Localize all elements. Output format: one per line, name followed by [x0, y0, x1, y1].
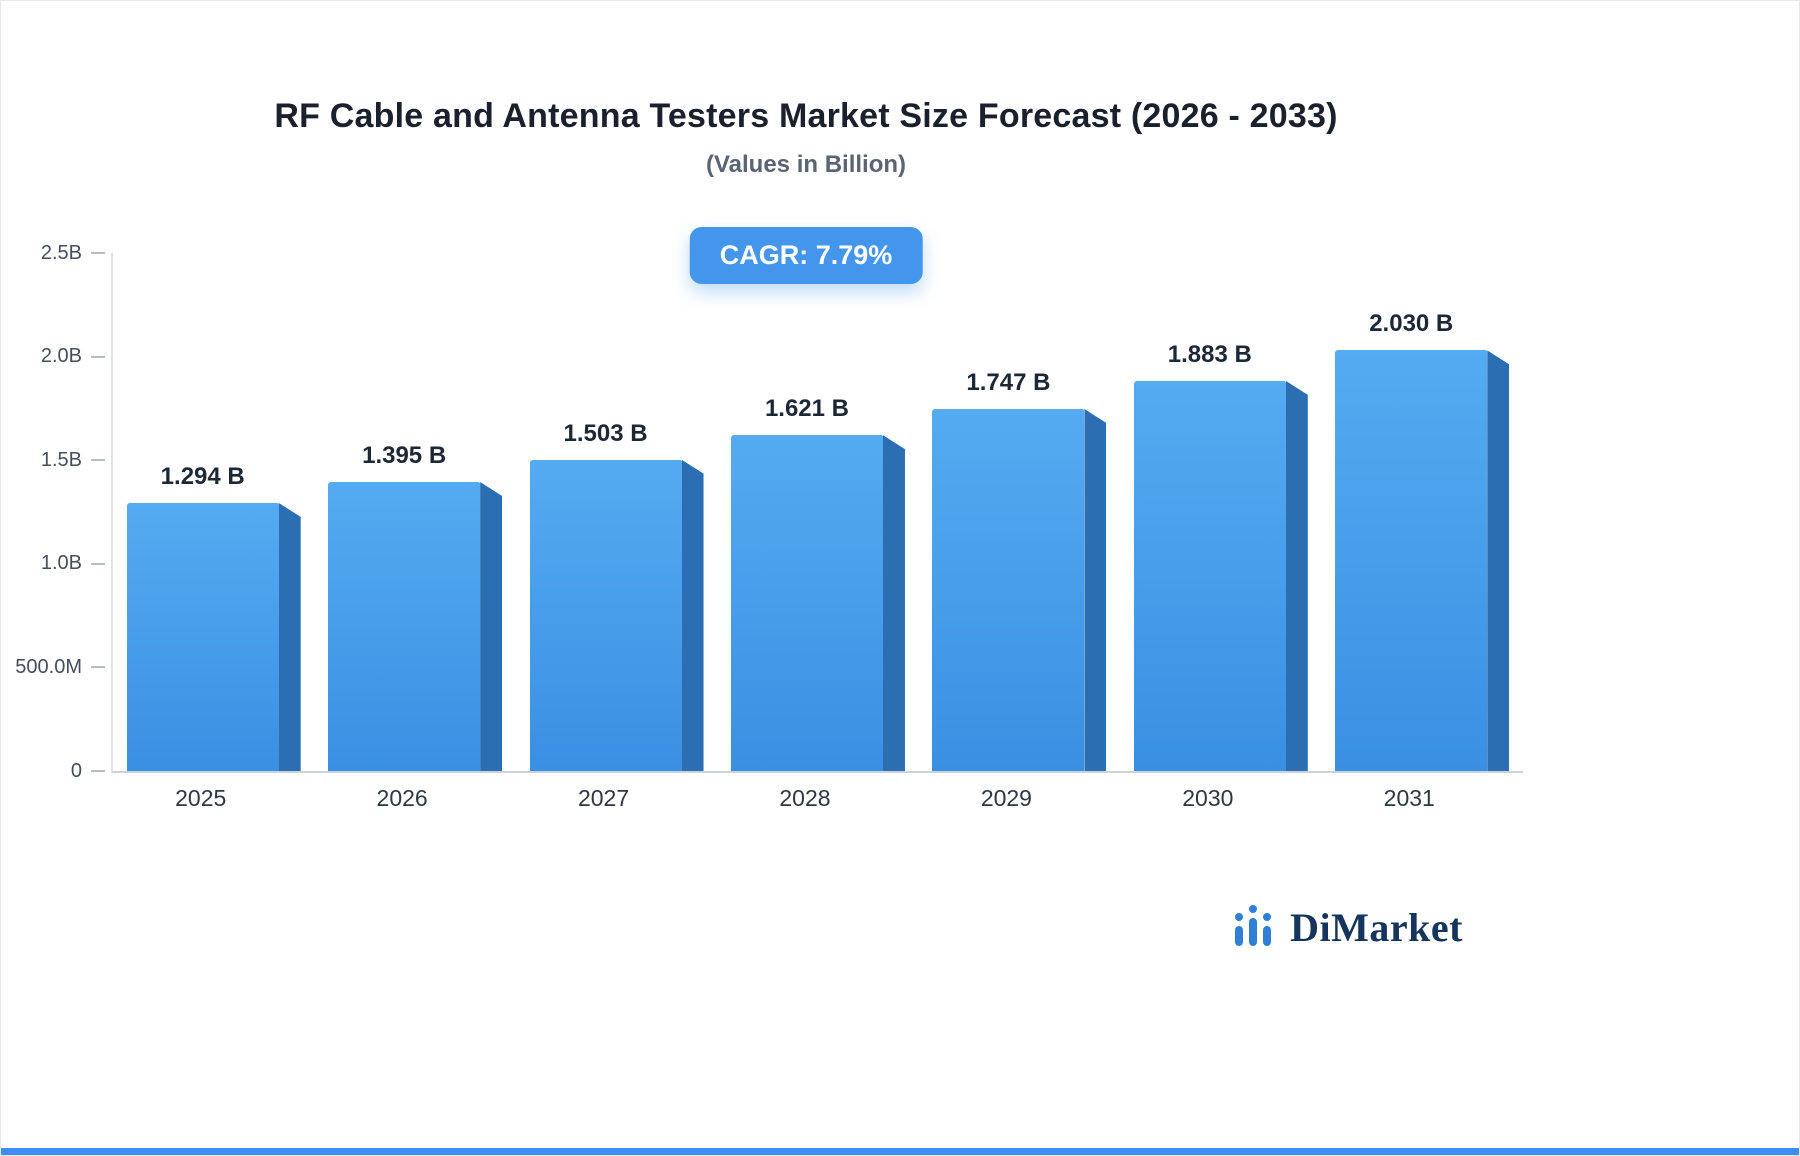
bar-side-face [1487, 350, 1510, 771]
y-tick-label: 2.5B [40, 241, 82, 264]
bar-group: 1.395 B [314, 253, 515, 771]
bar-front-face [1335, 350, 1488, 771]
bar-front-face [730, 435, 883, 771]
y-axis: 2.5B 2.0B 1.5B 1.0B 500.0M 0 [1, 242, 105, 782]
x-axis-label: 2027 [577, 785, 630, 811]
bar-side-face [882, 435, 905, 771]
y-tick: 1.5B [41, 448, 105, 472]
page-title: RF Cable and Antenna Testers Market Size… [274, 97, 1338, 135]
bar-value-label: 1.503 B [563, 419, 648, 447]
y-tick-label: 1.0B [40, 552, 82, 575]
bar-side-face [278, 502, 301, 771]
bar-side-face [1285, 380, 1308, 771]
y-tick: 1.0B [41, 552, 105, 576]
y-tick-label: 0 [70, 759, 82, 782]
bars-row: 1.294 B 1.395 B 1.503 B 1.621 B 1.747 B 1.883… [113, 253, 1523, 771]
bar-front-face [126, 502, 279, 771]
bar-value-label: 1.395 B [362, 441, 447, 469]
accent-strip [1, 1148, 1799, 1155]
x-axis-label: 2026 [376, 785, 428, 811]
y-tick: 500.0M [15, 655, 105, 679]
bar-value-label: 2.030 B [1369, 310, 1454, 338]
bar-group: 1.747 B [919, 253, 1120, 771]
y-tick-mark [91, 562, 105, 565]
bar-group: 1.883 B [1120, 253, 1321, 771]
bar [126, 502, 301, 771]
bar-chart-icon [1235, 905, 1272, 946]
bar-side-face [681, 459, 704, 771]
y-tick-mark [91, 770, 105, 772]
bar [328, 481, 503, 771]
bar [932, 409, 1107, 771]
y-tick-mark [91, 252, 105, 254]
y-tick-mark [91, 355, 105, 358]
y-tick-mark [91, 459, 105, 462]
bar-side-face [1084, 409, 1107, 771]
y-tick-label: 500.0M [15, 655, 82, 678]
bar [1133, 380, 1308, 771]
brand-name: DiMarket [1290, 905, 1463, 950]
bar-front-face [932, 409, 1085, 771]
bar-value-label: 1.621 B [764, 395, 849, 423]
bar-value-label: 1.294 B [160, 462, 245, 490]
x-axis-label: 2030 [1182, 785, 1234, 811]
y-tick: 2.5B [41, 241, 105, 265]
bar-group: 2.030 B [1322, 253, 1523, 771]
bar-side-face [480, 481, 503, 771]
bar-group: 1.294 B [113, 253, 314, 771]
bar-group: 1.621 B [717, 253, 918, 771]
bar [730, 435, 905, 771]
bar-group: 1.503 B [516, 253, 717, 771]
bar-value-label: 1.747 B [966, 369, 1051, 397]
plot-area: 1.294 B 1.395 B 1.503 B 1.621 B 1.747 B 1.883… [111, 253, 1523, 773]
bar-value-label: 1.883 B [1167, 340, 1252, 368]
x-axis-label: 2028 [779, 785, 831, 811]
brand-logo: DiMarket [1232, 904, 1463, 948]
y-tick-label: 1.5B [40, 448, 82, 471]
y-tick-mark [91, 666, 105, 669]
bar-front-face [529, 459, 682, 771]
bar [1335, 350, 1510, 771]
y-tick: 0 [71, 759, 105, 783]
cagr-badge: CAGR: 7.79% [689, 227, 923, 284]
page-subtitle: (Values in Billion) [705, 151, 907, 178]
bar-front-face [1133, 380, 1286, 771]
y-tick: 2.0B [41, 345, 105, 369]
bar [529, 459, 704, 771]
x-axis-label: 2029 [980, 785, 1032, 811]
y-tick-label: 2.0B [40, 345, 82, 368]
x-axis-label: 2025 [175, 785, 227, 811]
x-axis: 2025 2026 2027 2028 2029 2030 2031 [111, 785, 1521, 812]
x-axis-label: 2031 [1383, 785, 1435, 811]
bar-front-face [328, 481, 481, 771]
